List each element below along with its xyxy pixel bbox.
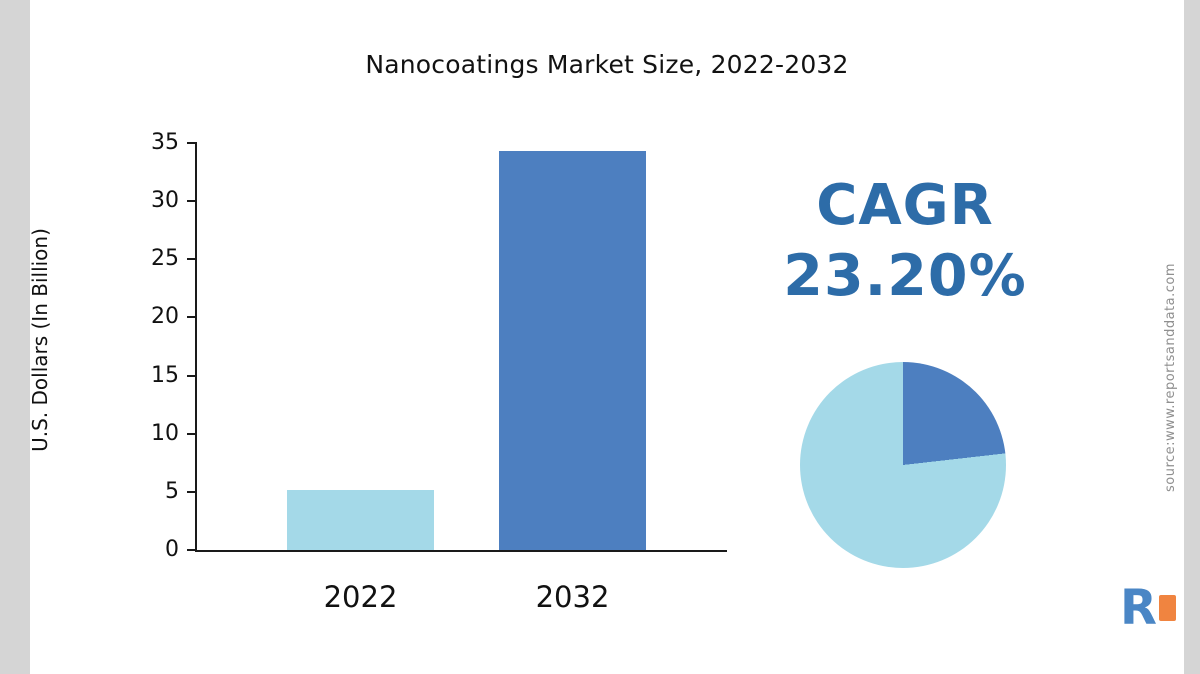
bar-plot-area: 0 5 10 15 20 25 30 35 2022 2032 [151, 130, 727, 614]
y-tick-label: 15 [151, 362, 179, 388]
cagr-annotation: CAGR 23.20% [750, 178, 1060, 305]
source-watermark: source:www.reportsanddata.com [1163, 263, 1178, 492]
y-tick-mark [187, 316, 197, 319]
y-tick-mark [187, 258, 197, 261]
pie-chart [800, 362, 1006, 568]
cagr-value: 23.20% [783, 243, 1027, 309]
y-tick-label: 10 [151, 420, 179, 446]
y-tick-label: 5 [165, 478, 179, 504]
right-edge-strip [1184, 0, 1200, 674]
brand-logo-letter: R [1120, 580, 1157, 636]
y-tick-label: 0 [165, 537, 179, 562]
y-tick-mark [187, 432, 197, 435]
x-tick-label: 2022 [323, 580, 398, 614]
y-tick-mark [187, 374, 197, 377]
y-tick-label: 35 [151, 130, 179, 155]
x-tick-label: 2032 [535, 580, 610, 614]
y-tick-label: 20 [151, 304, 179, 330]
y-tick-mark [187, 549, 197, 551]
y-tick-mark [187, 490, 197, 493]
left-edge-strip [0, 0, 30, 674]
bar-2032 [499, 151, 646, 550]
y-tick-mark [187, 142, 197, 144]
cagr-label: CAGR [816, 173, 994, 238]
y-tick-label: 25 [151, 246, 179, 272]
y-tick-mark [187, 200, 197, 203]
bar-2022 [287, 489, 434, 550]
y-axis-label-text: U.S. Dollars (In Billion) [28, 228, 52, 452]
brand-logo-dot-icon [1159, 595, 1176, 621]
chart-title: Nanocoatings Market Size, 2022-2032 [365, 50, 849, 79]
brand-logo: R [1120, 584, 1176, 632]
y-tick-label: 30 [151, 188, 179, 214]
